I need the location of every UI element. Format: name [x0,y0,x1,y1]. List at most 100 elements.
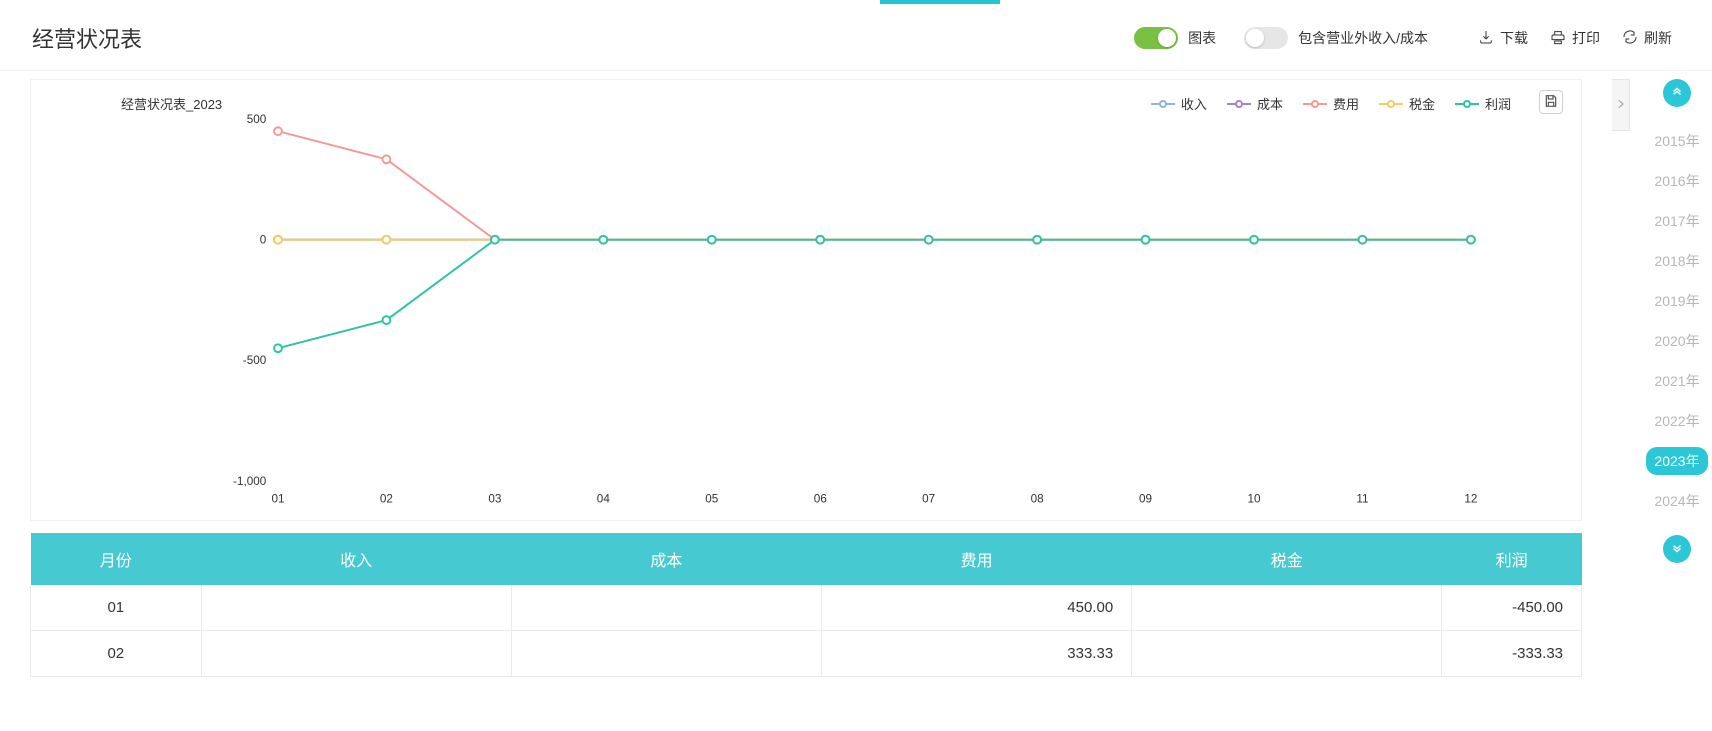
x-tick-label: 02 [380,492,393,505]
legend-swatch-icon [1303,99,1327,109]
chart-card: 经营状况表_2023 收入 成本 费用 税金 利润 500 0 -500 -1,000 01 02… [30,79,1582,521]
line-chart: 5000-500-1,000010203040506070809101112 [31,80,1581,520]
series-marker-profit [274,344,282,352]
year-scroll-up-button[interactable] [1663,79,1691,107]
year-item[interactable]: 2022年 [1646,407,1707,435]
legend-label: 收入 [1181,94,1207,113]
save-icon [1543,93,1559,112]
y-tick-label: 0 [260,234,267,247]
year-item[interactable]: 2018年 [1646,247,1707,275]
y-tick-label: -500 [243,354,267,367]
series-marker-profit [1250,236,1258,244]
toggle-extra-group: 包含营业外收入/成本 [1244,27,1428,49]
series-marker-profit [1033,236,1041,244]
legend-label: 费用 [1333,94,1359,113]
legend-swatch-icon [1379,99,1403,109]
year-item[interactable]: 2023年 [1646,447,1707,475]
series-marker-profit [708,236,716,244]
x-tick-label: 12 [1464,492,1477,505]
legend-item-income[interactable]: 收入 [1151,94,1207,113]
series-line-expense [278,131,1471,240]
table-row: 02 333.33 -333.33 [31,631,1582,677]
series-marker-tax [383,236,391,244]
table-header-cell: 收入 [201,533,511,585]
expand-panel-button[interactable] [1612,79,1630,131]
series-marker-profit [1467,236,1475,244]
print-button[interactable]: 打印 [1550,28,1600,48]
year-item[interactable]: 2016年 [1646,167,1707,195]
x-tick-label: 03 [488,492,501,505]
x-tick-label: 06 [814,492,827,505]
table-cell: -333.33 [1442,631,1582,677]
table-header-cell: 月份 [31,533,202,585]
year-item[interactable]: 2020年 [1646,327,1707,355]
x-tick-label: 08 [1031,492,1045,505]
download-button[interactable]: 下载 [1478,28,1528,48]
series-marker-expense [383,155,391,163]
table-cell [1132,631,1442,677]
legend-item-profit[interactable]: 利润 [1455,94,1511,113]
save-chart-button[interactable] [1539,90,1563,114]
series-marker-profit [491,236,499,244]
series-marker-profit [925,236,933,244]
download-icon [1478,29,1494,48]
x-tick-label: 07 [922,492,935,505]
table-header-cell: 费用 [821,533,1131,585]
table-cell: -450.00 [1442,585,1582,631]
x-tick-label: 04 [597,492,611,505]
table-cell: 01 [31,585,202,631]
year-item[interactable]: 2024年 [1646,487,1707,515]
table-cell [201,631,511,677]
year-item[interactable]: 2015年 [1646,127,1707,155]
legend-swatch-icon [1455,99,1479,109]
series-marker-tax [274,236,282,244]
download-label: 下载 [1500,28,1528,48]
series-marker-expense [274,127,282,135]
chevron-right-icon [1615,97,1627,113]
series-marker-profit [1142,236,1150,244]
table-header-row: 月份收入成本费用税金利润 [31,533,1582,585]
y-tick-label: -1,000 [233,475,267,488]
legend-swatch-icon [1151,99,1175,109]
toggle-chart-group: 图表 [1134,27,1216,49]
x-tick-label: 11 [1356,492,1368,505]
table-cell [511,585,821,631]
series-marker-profit [1359,236,1367,244]
y-tick-label: 500 [247,113,267,126]
chart-title: 经营状况表_2023 [121,94,222,113]
year-item[interactable]: 2021年 [1646,367,1707,395]
table-header-cell: 税金 [1132,533,1442,585]
table-cell: 02 [31,631,202,677]
legend-label: 税金 [1409,94,1435,113]
toggle-chart-switch[interactable] [1134,27,1178,49]
x-tick-label: 09 [1139,492,1152,505]
table-header-cell: 利润 [1442,533,1582,585]
refresh-button[interactable]: 刷新 [1622,28,1672,48]
data-table: 月份收入成本费用税金利润 01 450.00 -450.00 02 333.33 -333… [30,533,1582,677]
table-cell [1132,585,1442,631]
table-cell: 333.33 [821,631,1131,677]
year-scroll-down-button[interactable] [1663,535,1691,563]
print-label: 打印 [1572,28,1600,48]
table-cell: 450.00 [821,585,1131,631]
series-marker-profit [816,236,824,244]
table-cell [201,585,511,631]
table-row: 01 450.00 -450.00 [31,585,1582,631]
year-item[interactable]: 2019年 [1646,287,1707,315]
legend-item-cost[interactable]: 成本 [1227,94,1283,113]
toggle-extra-switch[interactable] [1244,27,1288,49]
year-sidebar: 2015年 2016年 2017年 2018年 2019年 2020年 2021年 2022年… [1642,71,1712,563]
page-title: 经营状况表 [32,22,142,54]
x-tick-label: 10 [1247,492,1261,505]
table-header-cell: 成本 [511,533,821,585]
legend-item-expense[interactable]: 费用 [1303,94,1359,113]
chart-legend: 收入 成本 费用 税金 利润 [1151,94,1511,113]
refresh-label: 刷新 [1644,28,1672,48]
table-cell [511,631,821,677]
year-item[interactable]: 2017年 [1646,207,1707,235]
x-tick-label: 01 [271,492,284,505]
legend-item-tax[interactable]: 税金 [1379,94,1435,113]
legend-label: 成本 [1257,94,1283,113]
print-icon [1550,29,1566,48]
chevron-up-icon [1670,85,1684,102]
